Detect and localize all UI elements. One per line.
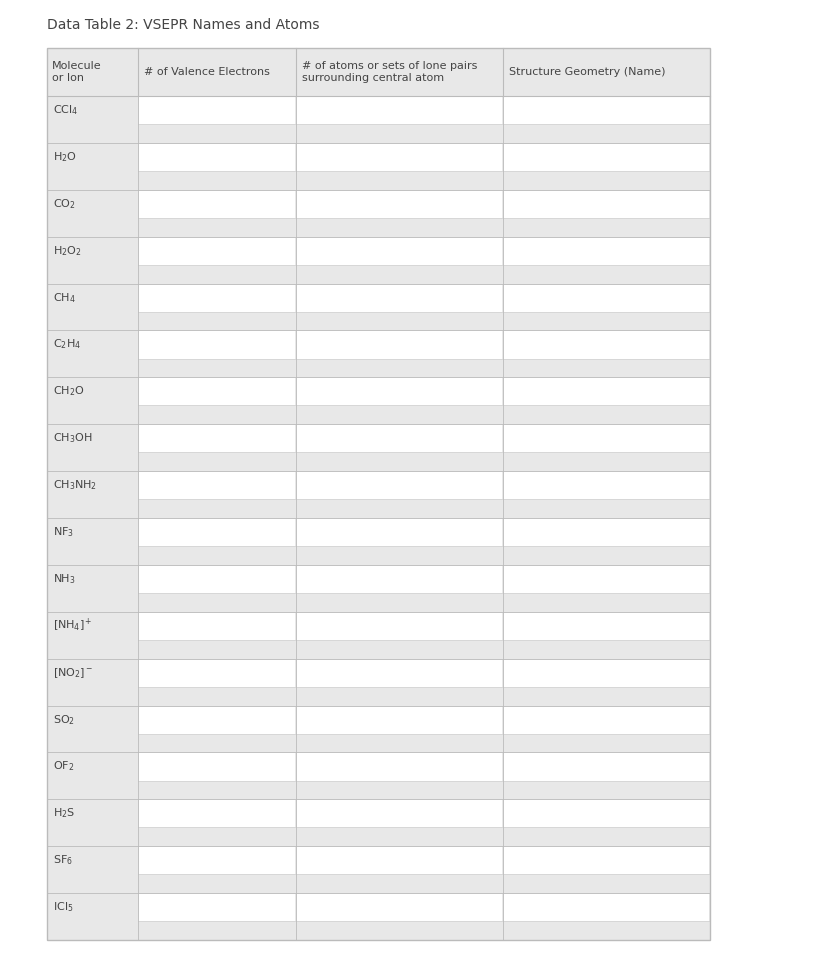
Bar	[47, 471, 710, 518]
Bar	[504, 613, 709, 640]
Text: # of Valence Electrons: # of Valence Electrons	[145, 67, 271, 77]
Bar	[47, 753, 710, 799]
Bar	[504, 238, 709, 265]
Bar	[139, 97, 295, 124]
Bar	[504, 472, 709, 499]
Bar	[296, 894, 502, 922]
Bar	[296, 378, 502, 406]
Bar	[139, 847, 295, 875]
Bar	[47, 237, 710, 284]
Bar	[504, 707, 709, 733]
Bar	[504, 753, 709, 780]
Bar	[47, 518, 710, 565]
Bar	[504, 847, 709, 875]
Bar	[47, 377, 710, 424]
Text: [NH$_4$]$^+$: [NH$_4$]$^+$	[53, 617, 92, 634]
Bar	[504, 425, 709, 453]
Bar	[296, 97, 502, 124]
Bar	[47, 143, 710, 190]
Bar	[139, 660, 295, 687]
Text: H$_2$O: H$_2$O	[53, 150, 77, 164]
Bar	[296, 425, 502, 453]
Bar	[504, 566, 709, 593]
Bar	[504, 191, 709, 218]
Bar	[47, 846, 710, 893]
Text: CO$_2$: CO$_2$	[53, 197, 76, 211]
Text: H$_2$O$_2$: H$_2$O$_2$	[53, 244, 81, 258]
Text: C$_2$H$_4$: C$_2$H$_4$	[53, 338, 81, 351]
Bar	[139, 331, 295, 358]
Bar	[504, 97, 709, 124]
Bar	[47, 284, 710, 330]
Bar	[296, 660, 502, 687]
Text: CH$_3$OH: CH$_3$OH	[53, 432, 92, 445]
Bar	[139, 800, 295, 827]
Text: NF$_3$: NF$_3$	[53, 525, 74, 539]
Bar	[139, 238, 295, 265]
Bar	[139, 285, 295, 311]
Text: NH$_3$: NH$_3$	[53, 572, 76, 585]
Bar	[139, 894, 295, 922]
Text: Molecule
or Ion: Molecule or Ion	[52, 61, 101, 83]
Bar	[296, 613, 502, 640]
Text: CH$_3$NH$_2$: CH$_3$NH$_2$	[53, 478, 97, 492]
Bar	[47, 96, 710, 143]
Bar	[139, 472, 295, 499]
Bar	[47, 799, 710, 846]
Bar	[139, 191, 295, 218]
Bar	[504, 144, 709, 171]
Bar	[139, 707, 295, 733]
Bar	[296, 191, 502, 218]
Text: CCl$_4$: CCl$_4$	[53, 103, 78, 117]
Bar	[504, 285, 709, 311]
Bar	[139, 425, 295, 453]
Text: Structure Geometry (Name): Structure Geometry (Name)	[509, 67, 666, 77]
Bar	[296, 285, 502, 311]
Bar	[47, 48, 710, 96]
Bar	[47, 659, 710, 706]
Bar	[296, 238, 502, 265]
Bar	[296, 707, 502, 733]
Bar	[296, 472, 502, 499]
Bar	[139, 566, 295, 593]
Bar	[504, 894, 709, 922]
Text: CH$_2$O: CH$_2$O	[53, 385, 85, 398]
Text: [NO$_2$]$^-$: [NO$_2$]$^-$	[53, 666, 93, 680]
Bar	[47, 48, 710, 940]
Text: H$_2$S: H$_2$S	[53, 807, 75, 820]
Bar	[296, 144, 502, 171]
Bar	[296, 331, 502, 358]
Bar	[47, 893, 710, 940]
Bar	[47, 190, 710, 237]
Bar	[139, 378, 295, 406]
Bar	[504, 519, 709, 546]
Text: CH$_4$: CH$_4$	[53, 290, 76, 305]
Bar	[296, 566, 502, 593]
Text: ICl$_5$: ICl$_5$	[53, 901, 73, 914]
Text: SO$_2$: SO$_2$	[53, 712, 75, 727]
Bar	[139, 753, 295, 780]
Bar	[47, 706, 710, 753]
Text: Data Table 2: VSEPR Names and Atoms: Data Table 2: VSEPR Names and Atoms	[47, 18, 319, 32]
Bar	[504, 800, 709, 827]
Bar	[47, 612, 710, 659]
Bar	[504, 378, 709, 406]
Bar	[296, 519, 502, 546]
Bar	[47, 565, 710, 612]
Text: OF$_2$: OF$_2$	[53, 759, 74, 774]
Bar	[504, 331, 709, 358]
Bar	[47, 424, 710, 471]
Text: SF$_6$: SF$_6$	[53, 854, 73, 867]
Bar	[504, 660, 709, 687]
Bar	[296, 753, 502, 780]
Bar	[296, 847, 502, 875]
Bar	[296, 800, 502, 827]
Bar	[139, 613, 295, 640]
Bar	[139, 519, 295, 546]
Bar	[47, 330, 710, 377]
Bar	[139, 144, 295, 171]
Text: # of atoms or sets of lone pairs
surrounding central atom: # of atoms or sets of lone pairs surroun…	[301, 61, 477, 83]
